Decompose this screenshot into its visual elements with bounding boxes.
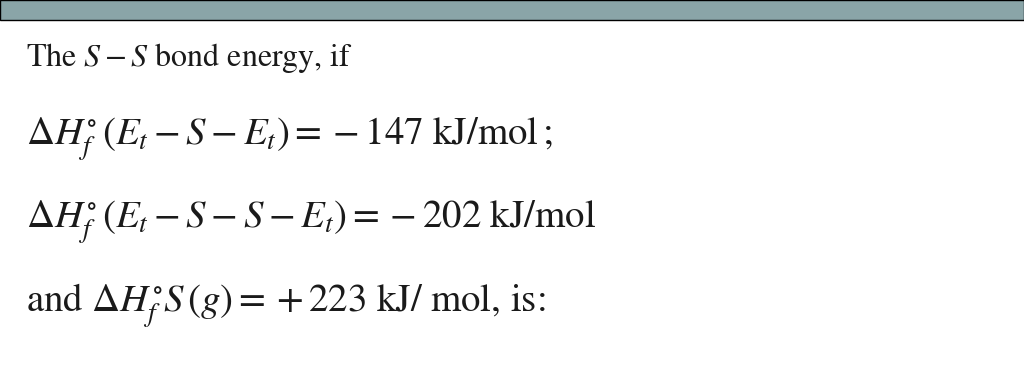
- Text: and $\Delta H_{f}^{\circ}S\,(g) = +223\ \mathrm{kJ /}\ \mathrm{mol}$, is:: and $\Delta H_{f}^{\circ}S\,(g) = +223\ …: [26, 282, 545, 330]
- FancyBboxPatch shape: [0, 0, 1024, 20]
- Text: The $S - S$ bond energy, if: The $S - S$ bond energy, if: [26, 40, 352, 75]
- Text: $\Delta H_{f}^{\circ}\,(E_t - S - S - E_t) = -202\ \mathrm{kJ / mol}$: $\Delta H_{f}^{\circ}\,(E_t - S - S - E_…: [26, 199, 596, 246]
- Text: $\Delta H_{f}^{\circ}\,(E_t - S - E_t) = -147\ \mathrm{kJ / mol}\,$;: $\Delta H_{f}^{\circ}\,(E_t - S - E_t) =…: [26, 115, 553, 163]
